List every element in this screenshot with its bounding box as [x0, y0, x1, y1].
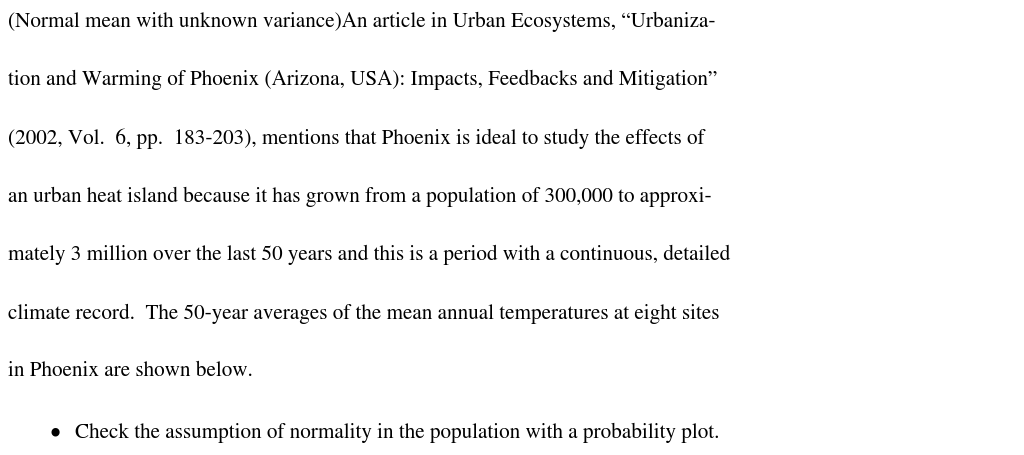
Text: tion and Warming of Phoenix (Arizona, USA): Impacts, Feedbacks and Mitigation”: tion and Warming of Phoenix (Arizona, US… — [8, 70, 718, 90]
Text: (Normal mean with unknown variance)An article in Urban Ecosystems, “Urbaniza-: (Normal mean with unknown variance)An ar… — [8, 11, 716, 31]
Text: mately 3 million over the last 50 years and this is a period with a continuous, : mately 3 million over the last 50 years … — [8, 244, 730, 264]
Text: in Phoenix are shown below.: in Phoenix are shown below. — [8, 361, 253, 380]
Text: Check the assumption of normality in the population with a probability plot.: Check the assumption of normality in the… — [75, 421, 719, 442]
Text: an urban heat island because it has grown from a population of 300,000 to approx: an urban heat island because it has grow… — [8, 186, 712, 206]
Text: •: • — [49, 421, 60, 441]
Text: (2002, Vol.  6, pp.  183-203), mentions that Phoenix is ideal to study the effec: (2002, Vol. 6, pp. 183-203), mentions th… — [8, 128, 705, 148]
Text: climate record.  The 50-year averages of the mean annual temperatures at eight s: climate record. The 50-year averages of … — [8, 303, 720, 323]
